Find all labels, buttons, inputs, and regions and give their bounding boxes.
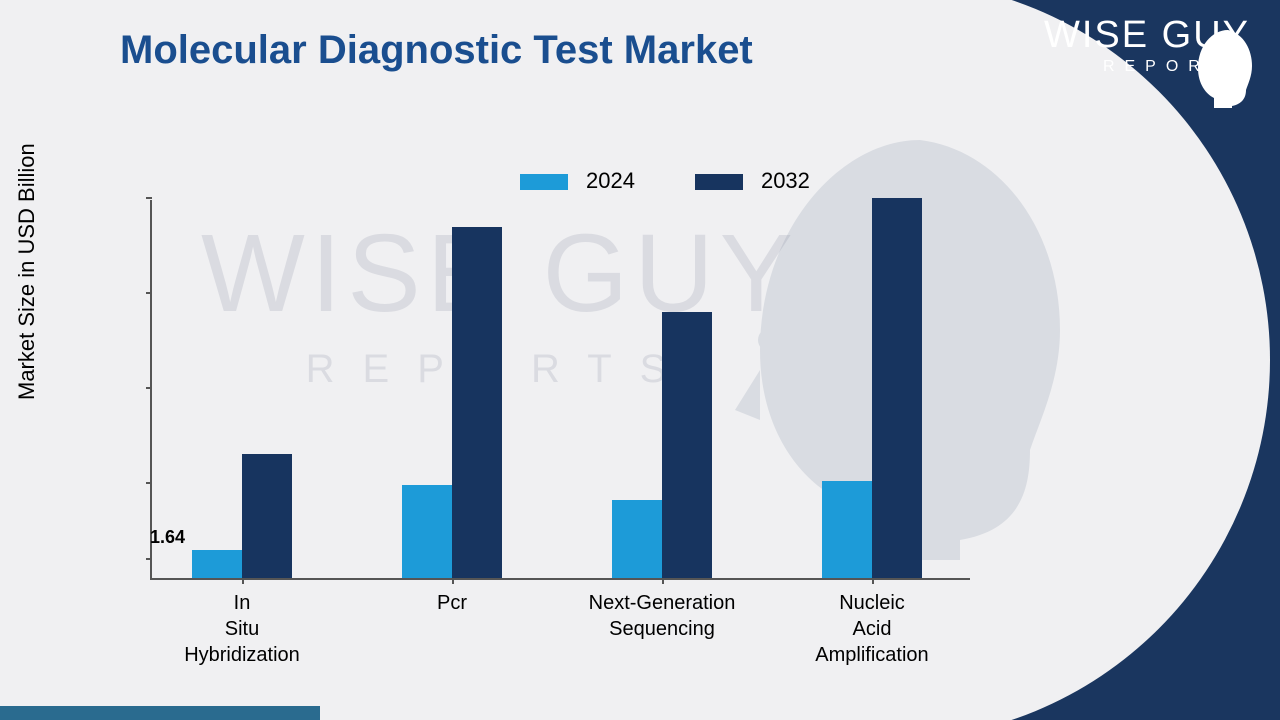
bar-2024	[192, 550, 242, 578]
footer-accent-bar	[0, 706, 320, 720]
brand-logo: WISE GUY REPORTS	[1044, 16, 1250, 76]
bar-2032	[452, 227, 502, 578]
x-tick	[872, 578, 874, 584]
bar-2024	[612, 500, 662, 578]
category-label: Next-GenerationSequencing	[572, 590, 752, 642]
page-root: WISE GUY REPORTS WISE GUY REPORTS Molecu…	[0, 0, 1280, 720]
chart-title: Molecular Diagnostic Test Market	[120, 28, 753, 73]
y-tick	[146, 387, 152, 389]
bar-2024	[822, 481, 872, 578]
bar-2032	[242, 454, 292, 578]
x-tick	[662, 578, 664, 584]
plot-region: 1.64InSituHybridizationPcrNext-Generatio…	[150, 200, 970, 580]
x-tick	[242, 578, 244, 584]
y-axis-label: Market Size in USD Billion	[14, 143, 40, 400]
category-label: NucleicAcidAmplification	[782, 590, 962, 668]
chart-area: Market Size in USD Billion 1.64InSituHyb…	[50, 160, 990, 690]
y-tick	[146, 558, 152, 560]
bar-value-label: 1.64	[150, 527, 185, 548]
category-label: Pcr	[362, 590, 542, 616]
right-panel	[960, 0, 1280, 720]
brand-head-icon	[1186, 28, 1256, 108]
y-tick	[146, 197, 152, 199]
bar-2032	[872, 198, 922, 578]
bar-2024	[402, 485, 452, 578]
x-tick	[452, 578, 454, 584]
y-tick	[146, 292, 152, 294]
bar-2032	[662, 312, 712, 578]
category-label: InSituHybridization	[152, 590, 332, 668]
y-tick	[146, 482, 152, 484]
